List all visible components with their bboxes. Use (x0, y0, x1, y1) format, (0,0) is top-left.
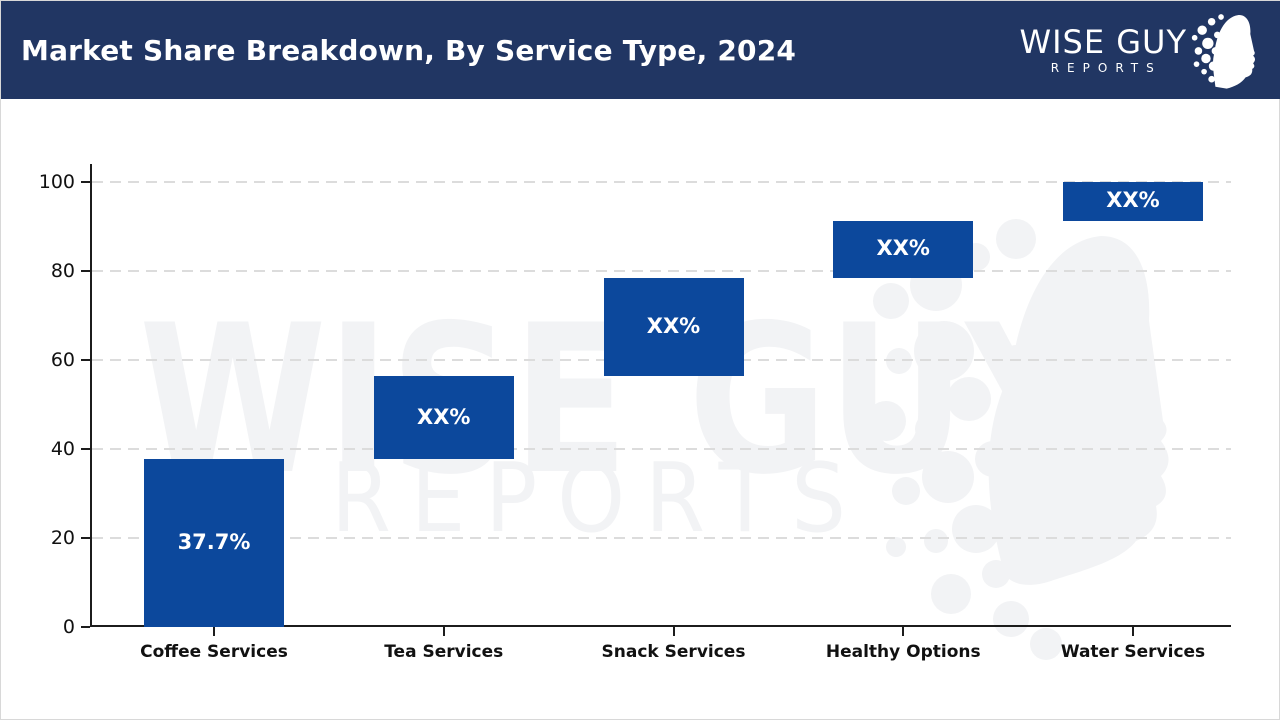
bar-healthy-options (833, 220, 974, 278)
y-axis-tick (81, 536, 90, 539)
wise-guy-logo: WISE GUY REPORTS (1019, 9, 1255, 91)
y-axis-tick (81, 626, 90, 628)
bar-value-label: 37.7% (177, 530, 251, 555)
dotted-head-icon (1191, 14, 1255, 89)
x-axis-tick (1132, 627, 1134, 636)
x-axis-category-label: Water Services (1060, 642, 1206, 662)
x-axis-tick (902, 627, 905, 636)
page-title: Market Share Breakdown, By Service Type,… (21, 33, 797, 67)
bar-value-label: XX% (646, 314, 701, 339)
chart-canvas: WISE GUY REPORTS 0 20 40 60 80 100 37.7% XX% XX%… (1, 99, 1279, 719)
x-axis-tick (672, 627, 675, 636)
gridline (92, 269, 1231, 272)
bar-value-label: XX% (1106, 188, 1160, 213)
y-axis-tick-label: 40 (50, 437, 75, 460)
bar-coffee-services (144, 459, 284, 627)
x-axis-tick (442, 627, 445, 636)
x-axis-category-label: Snack Services (601, 642, 746, 662)
y-axis-tick (81, 180, 90, 183)
gridline (92, 180, 1231, 183)
x-axis-category-label: Tea Services (384, 642, 504, 662)
y-axis-tick-label: 80 (50, 259, 75, 282)
gridline (92, 536, 1231, 539)
y-axis-tick (81, 358, 90, 361)
x-axis-tick (213, 627, 215, 636)
y-axis-tick-label: 20 (50, 526, 75, 549)
y-axis-tick (81, 447, 90, 450)
header-bar: Market Share Breakdown, By Service Type,… (1, 1, 1280, 99)
logo-text: WISE GUY REPORTS (1019, 26, 1187, 75)
y-axis-tick-label: 60 (50, 348, 75, 371)
x-axis-category-label: Healthy Options (825, 642, 981, 662)
bar-value-label: XX% (876, 236, 930, 261)
logo-subtitle: REPORTS (1050, 60, 1162, 75)
logo-wordmark: WISE GUY (1019, 22, 1187, 61)
gridline (92, 447, 1231, 450)
bar-snack-services (603, 277, 744, 377)
y-axis-tick-label: 100 (38, 170, 75, 193)
y-axis-tick-label: 0 (62, 616, 75, 638)
bar-tea-services (373, 376, 514, 460)
bar-value-label: XX% (417, 404, 471, 429)
y-axis-tick (81, 269, 90, 272)
plot-area: 0 20 40 60 80 100 37.7% XX% XX% XX% XX% Coffee Serv… (39, 164, 1231, 662)
x-axis-category-label: Coffee Services (140, 642, 288, 662)
bar-water-services (1063, 181, 1203, 221)
